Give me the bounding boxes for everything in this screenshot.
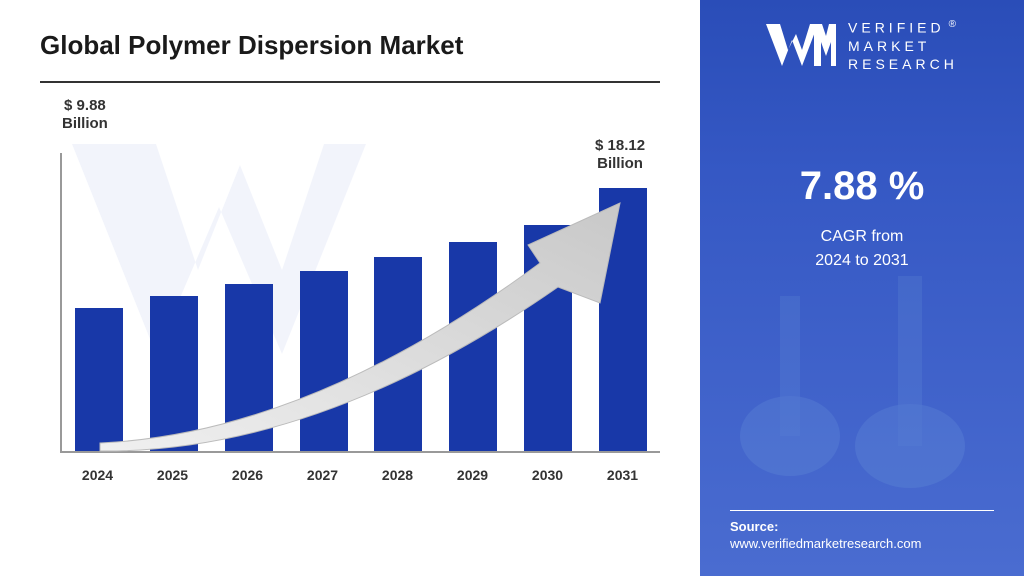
vm-logo-icon (764, 18, 836, 74)
x-label: 2028 (368, 467, 428, 483)
source-label: Source: (730, 519, 994, 534)
x-label: 2025 (143, 467, 203, 483)
bar-wrap (443, 242, 503, 451)
end-unit: Billion (597, 155, 643, 172)
source-url: www.verifiedmarketresearch.com (730, 536, 994, 551)
x-label: 2031 (593, 467, 653, 483)
x-axis-labels: 2024 2025 2026 2027 2028 2029 2030 2031 (60, 467, 660, 483)
right-panel: VERIFIED® MARKET RESEARCH 7.88 % CAGR fr… (700, 0, 1024, 576)
bar-wrap (518, 225, 578, 451)
x-label: 2024 (68, 467, 128, 483)
logo-line3: RESEARCH (848, 56, 958, 72)
x-label: 2026 (218, 467, 278, 483)
start-value: $ 9.88 (64, 97, 106, 114)
bar-wrap (144, 296, 204, 451)
left-panel: Global Polymer Dispersion Market $ 9.88 … (0, 0, 700, 576)
start-unit: Billion (62, 115, 108, 132)
x-label: 2029 (443, 467, 503, 483)
logo-line2: MARKET (848, 38, 930, 54)
bar (225, 284, 273, 451)
bar-wrap (69, 308, 129, 451)
cagr-value: 7.88 % (800, 164, 925, 209)
bar-wrap (593, 188, 653, 451)
logo-block: VERIFIED ® MARKET RESEARCH (764, 18, 960, 74)
end-value-label: $ 18.12 Billion (595, 137, 645, 173)
flask-background-image (700, 236, 1024, 496)
x-label: 2030 (518, 467, 578, 483)
bars-container (60, 153, 660, 453)
chart-title: Global Polymer Dispersion Market (40, 30, 680, 61)
bar (300, 271, 348, 451)
x-label: 2027 (293, 467, 353, 483)
bar-wrap (294, 271, 354, 451)
source-divider (730, 510, 994, 512)
source-block: Source: www.verifiedmarketresearch.com (730, 510, 994, 552)
end-value: $ 18.12 (595, 137, 645, 154)
logo-line1: VERIFIED (848, 20, 945, 36)
logo-text: VERIFIED ® MARKET RESEARCH (848, 18, 960, 73)
main-container: Global Polymer Dispersion Market $ 9.88 … (0, 0, 1024, 576)
bar (599, 188, 647, 451)
bar-wrap (219, 284, 279, 451)
title-underline (40, 81, 660, 83)
bar (75, 308, 123, 451)
start-value-label: $ 9.88 Billion (62, 97, 108, 133)
bar-wrap (368, 257, 428, 451)
bar (150, 296, 198, 451)
bar (524, 225, 572, 451)
registered-mark: ® (949, 19, 960, 30)
bar (374, 257, 422, 451)
bar (449, 242, 497, 451)
chart-area: $ 9.88 Billion $ 18.12 Billion 202420252… (40, 113, 680, 493)
